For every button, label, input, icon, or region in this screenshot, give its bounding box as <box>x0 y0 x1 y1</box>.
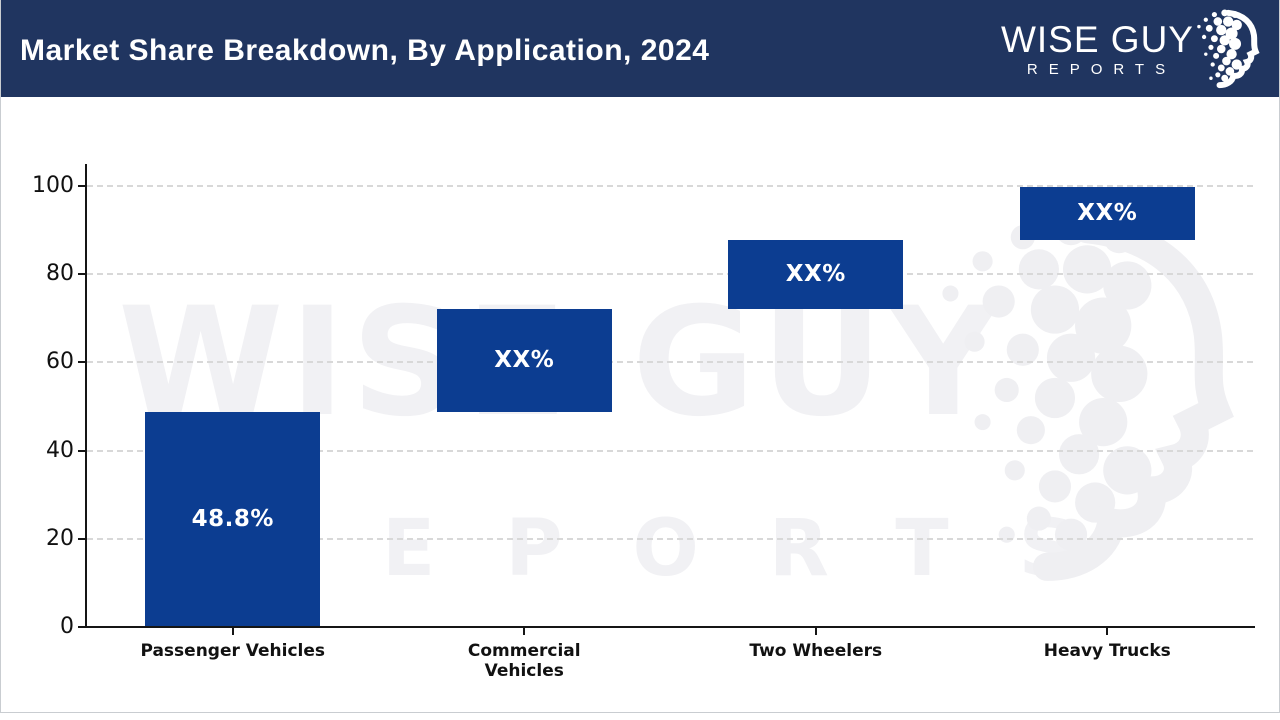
logo-wise-guy-label: WISE GUY <box>1000 19 1194 60</box>
y-tick-mark <box>78 449 86 452</box>
x-tick-mark <box>814 628 817 635</box>
gridline <box>87 185 1253 187</box>
bar-value-label: XX% <box>785 261 846 288</box>
x-axis-category-label-line: Passenger Vehicles <box>140 641 326 661</box>
y-tick-label: 100 <box>32 173 74 198</box>
bar-value-label: 48.8% <box>191 506 274 533</box>
y-tick-mark <box>78 361 86 364</box>
x-axis-category-label: Heavy Trucks <box>962 641 1254 661</box>
y-tick-label: 0 <box>60 614 74 639</box>
bar-commercial-vehicles: XX% <box>436 309 612 412</box>
x-tick-mark <box>523 628 526 635</box>
x-axis-line <box>85 626 1255 628</box>
plot-area: 48.8% XX% XX% XX% <box>87 185 1253 627</box>
bar-value-label: XX% <box>494 347 555 374</box>
bar-passenger-vehicles: 48.8% <box>145 411 321 627</box>
gridline <box>87 273 1253 276</box>
y-tick-mark <box>78 537 86 540</box>
x-axis-category-label: Commercial Vehicles <box>379 641 671 681</box>
x-axis-category-label: Passenger Vehicles <box>87 641 379 661</box>
page-title: Market Share Breakdown, By Application, … <box>20 34 710 67</box>
x-axis-category-label-line: Heavy Trucks <box>1043 641 1171 661</box>
y-axis-tick-marks <box>78 185 86 628</box>
dotted-face-profile-icon <box>942 213 1234 581</box>
gridline <box>87 449 1253 452</box>
x-tick-mark <box>1106 628 1109 635</box>
logo-text: WISE GUY REPORTS <box>1001 19 1194 79</box>
y-axis-line <box>85 164 87 628</box>
x-axis-tick-marks <box>87 628 1253 636</box>
logo-reports-label: REPORTS <box>1026 61 1177 78</box>
y-tick-mark <box>78 626 86 628</box>
x-axis-category-label: Two Wheelers <box>670 641 962 661</box>
wise-guy-reports-logo: WISE GUY REPORTS <box>1001 8 1266 90</box>
x-axis-labels: Passenger Vehicles Commercial Vehicles Two … <box>87 641 1253 701</box>
gridline <box>87 537 1253 540</box>
y-tick-mark <box>78 273 86 276</box>
bar-value-label: XX% <box>1077 200 1138 227</box>
y-tick-mark <box>78 185 86 187</box>
bar-two-wheelers: XX% <box>728 239 904 310</box>
header-bar: Market Share Breakdown, By Application, … <box>0 0 1280 97</box>
x-axis-category-label-line: Two Wheelers <box>749 641 883 661</box>
gridline <box>87 361 1253 364</box>
x-axis-category-label-line: Vehicles <box>484 661 564 681</box>
dotted-face-profile-icon <box>1197 9 1260 89</box>
y-tick-label: 20 <box>46 525 74 551</box>
x-tick-mark <box>231 628 234 635</box>
bar-heavy-trucks: XX% <box>1019 186 1195 240</box>
x-axis-category-label-line: Commercial <box>467 641 581 661</box>
y-axis-labels: 0 20 40 60 80 100 <box>0 175 74 638</box>
y-tick-label: 80 <box>46 261 74 287</box>
watermark-text-reports: REPORTS <box>252 504 1145 594</box>
y-tick-label: 60 <box>46 349 74 375</box>
y-tick-label: 40 <box>46 437 74 463</box>
